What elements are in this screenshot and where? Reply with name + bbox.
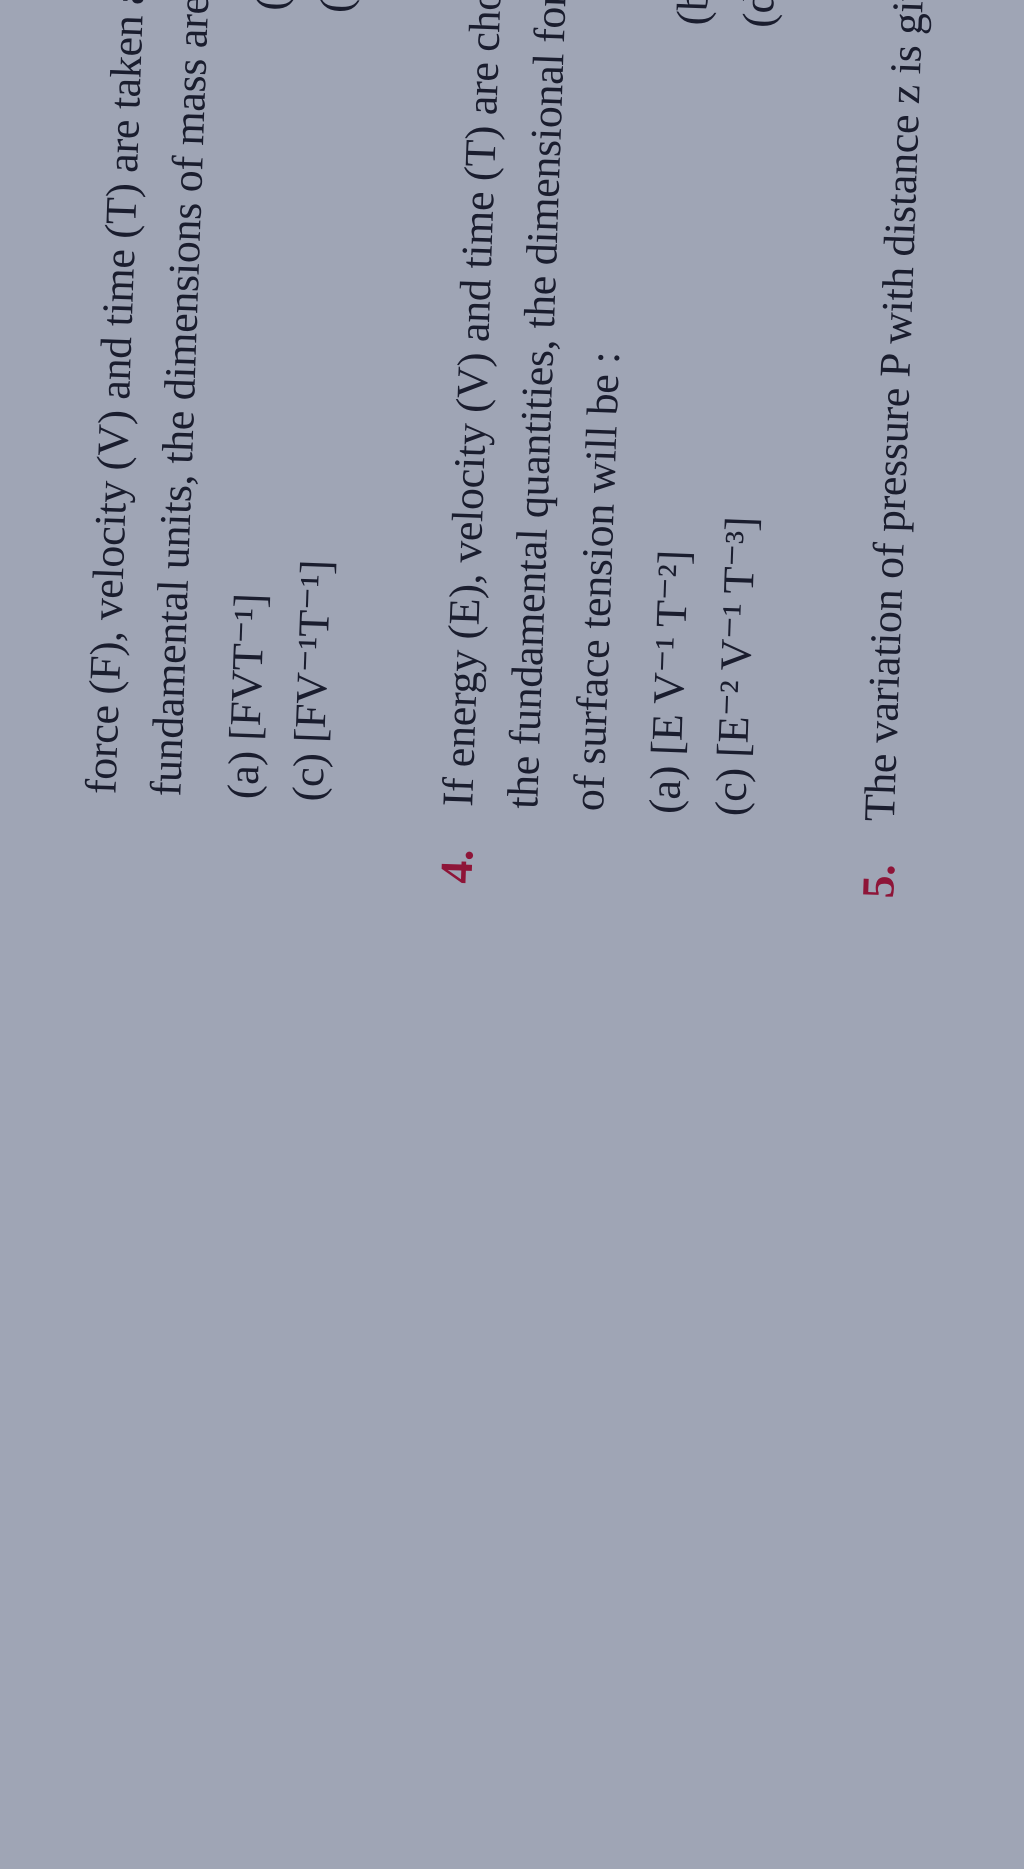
q5-row: 5. The variation of pressure P with dist… [848, 0, 973, 899]
q5-number: 5. [848, 820, 916, 899]
q5-stem-partial: The variation of pressure P with distanc… [850, 0, 967, 822]
q4-number: 4. [425, 805, 624, 889]
